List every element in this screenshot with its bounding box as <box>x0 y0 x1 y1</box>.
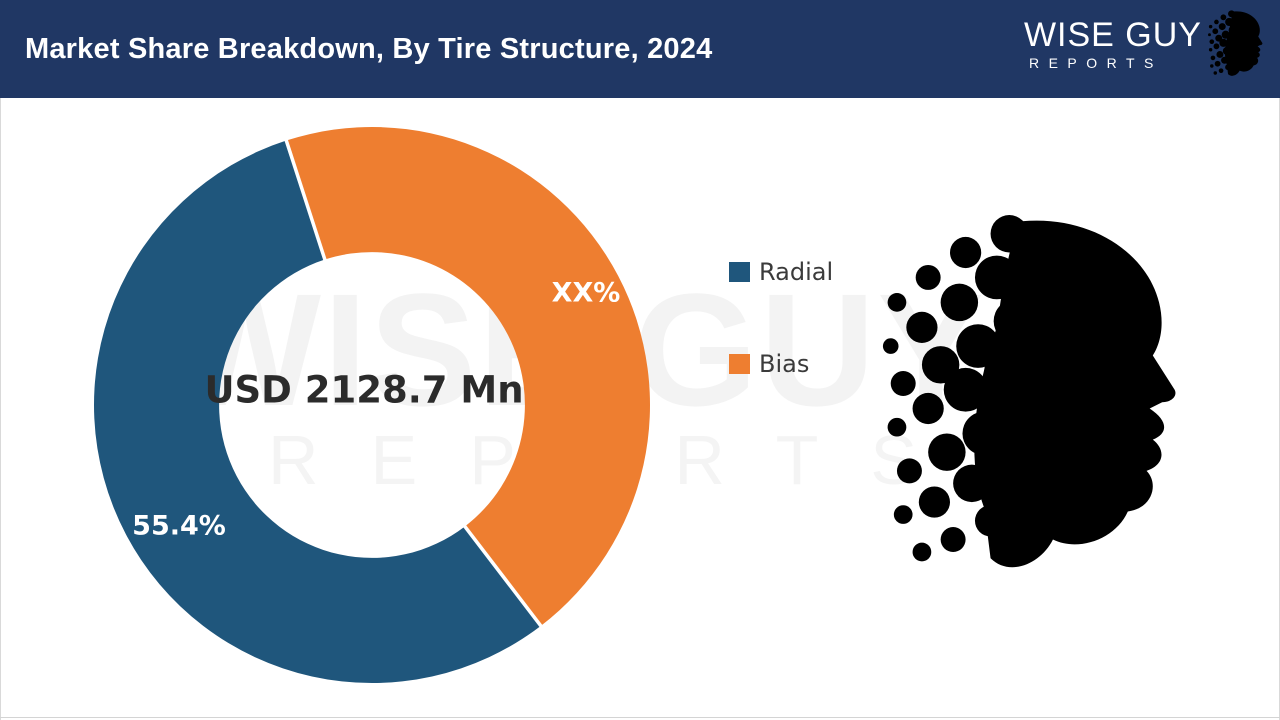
legend-label-bias: Bias <box>759 350 810 378</box>
legend-label-radial: Radial <box>759 258 834 286</box>
donut-chart-svg <box>94 127 650 683</box>
legend-swatch-bias <box>729 354 750 374</box>
slice-divider <box>462 524 543 628</box>
logo-wiseguy-label: WISE GUY <box>1023 15 1202 54</box>
donut-center-value: USD 2128.7 Mn <box>204 368 524 412</box>
legend-item-bias: Bias <box>729 352 833 376</box>
donut-slice-radial <box>94 140 541 683</box>
wiseguy-logo-text: WISE GUY REPORTS <box>1023 15 1202 72</box>
legend-swatch-radial <box>729 262 750 282</box>
logo-reports-label: REPORTS <box>1028 55 1163 72</box>
header-bar: Market Share Breakdown, By Tire Structur… <box>0 0 1280 98</box>
page-border-left <box>0 0 1 720</box>
page-title: Market Share Breakdown, By Tire Structur… <box>25 32 713 65</box>
donut-chart: 55.4% XX% USD 2128.7 Mn <box>92 125 652 685</box>
chart-legend: Radial Bias <box>729 260 833 376</box>
page-border-bottom <box>0 717 1280 718</box>
legend-item-radial: Radial <box>729 260 833 284</box>
slice-divider <box>284 139 327 262</box>
slice-label-bias: XX% <box>551 277 621 309</box>
watermark-head-icon <box>872 196 1184 596</box>
slice-label-radial: 55.4% <box>132 510 226 542</box>
wiseguy-head-icon <box>1206 6 1264 82</box>
wiseguy-logo: WISE GUY REPORTS <box>1024 6 1264 82</box>
donut-slice-bias <box>286 127 650 626</box>
